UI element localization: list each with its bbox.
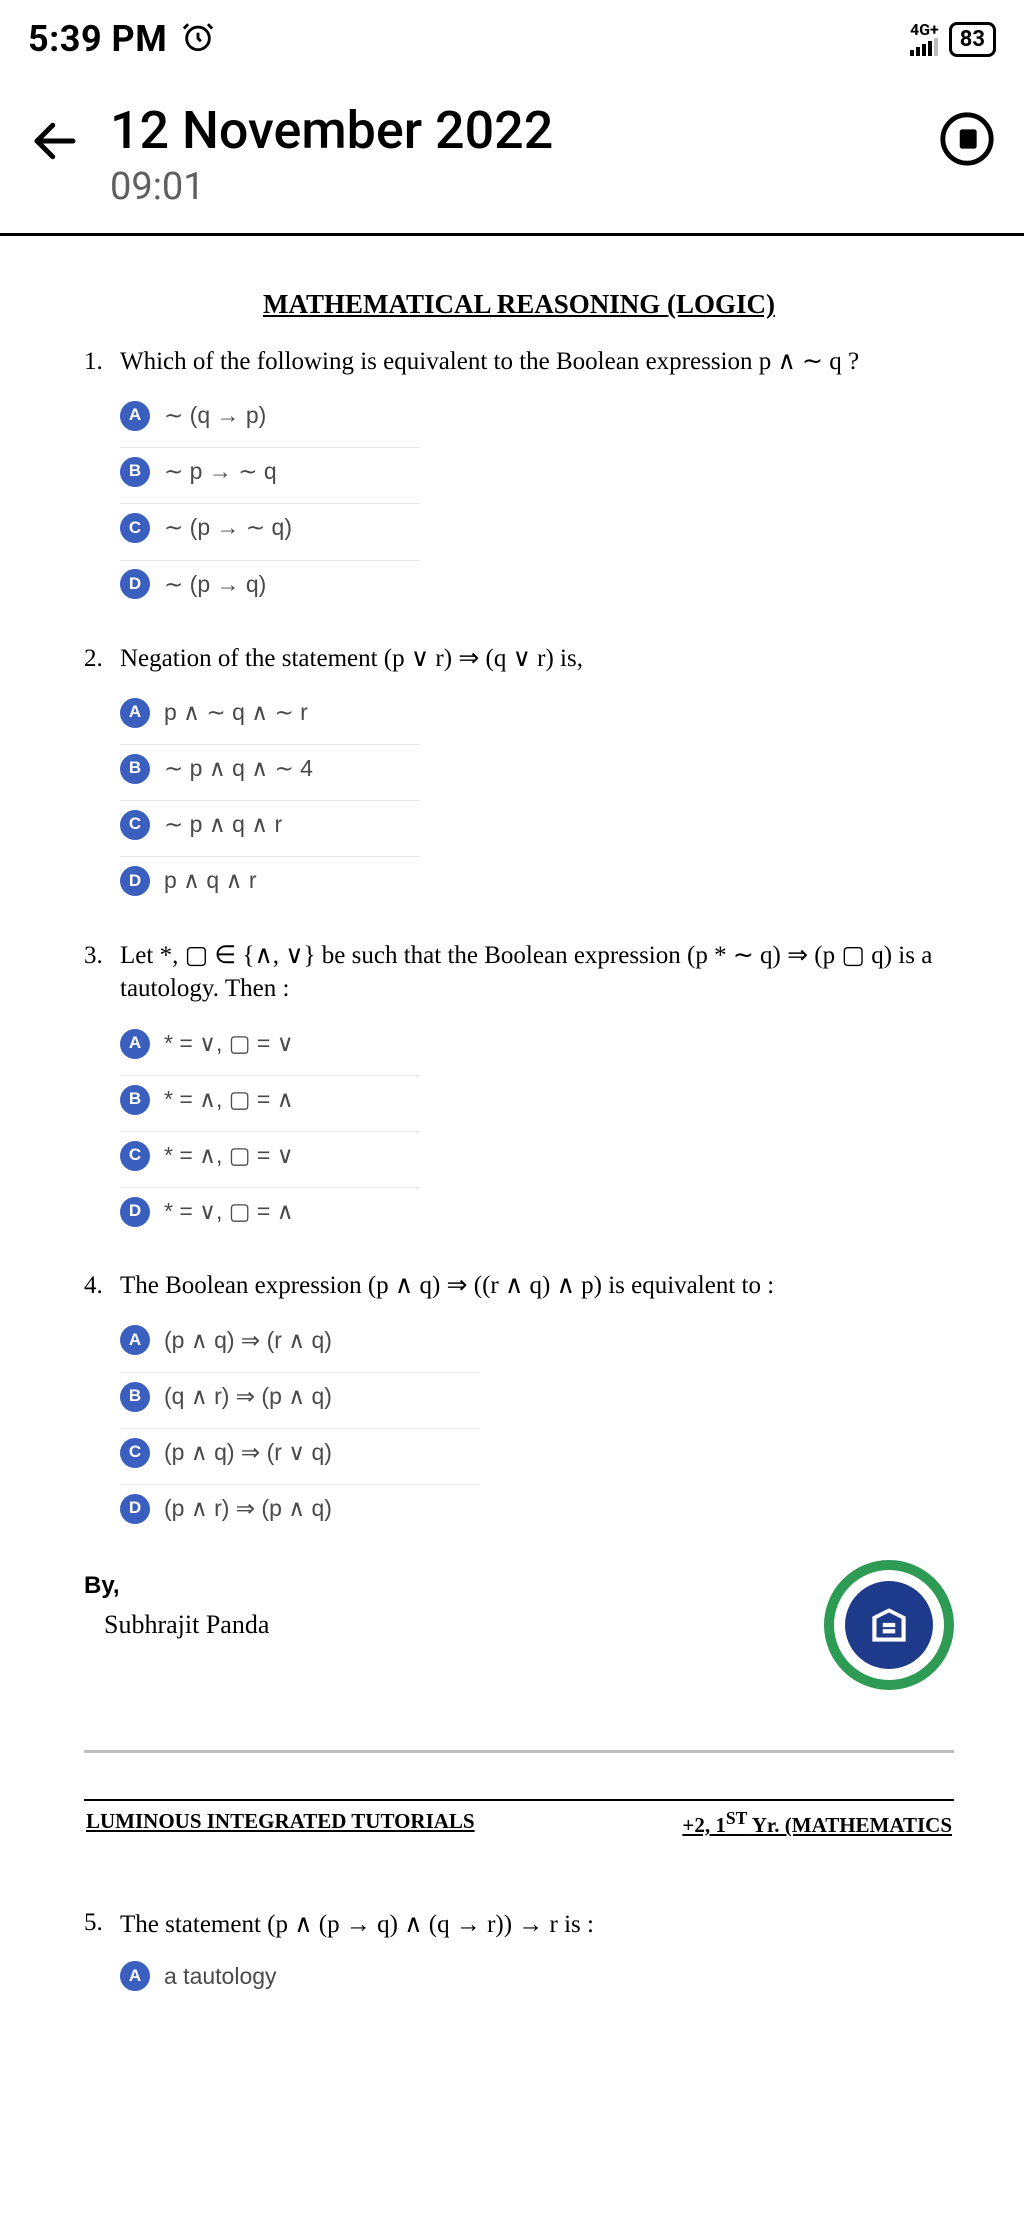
option-badge: A [120, 1029, 150, 1059]
network-indicator: 4G+ [910, 22, 939, 56]
option[interactable]: B ∼ p → ∼ q [120, 448, 420, 504]
page-subtitle: 09:01 [110, 165, 910, 209]
option-badge: B [120, 1382, 150, 1412]
option-text: (p ∧ q) ⇒ (r ∨ q) [164, 1437, 332, 1468]
alarm-icon [181, 20, 215, 58]
question-number: 2. [84, 642, 120, 676]
option[interactable]: B ∼ p ∧ q ∧ ∼ 4 [120, 745, 420, 801]
status-right: 4G+ 83 [910, 22, 996, 57]
post-footer: 5. The statement (p ∧ (p → q) ∧ (q → r))… [0, 1909, 1024, 2073]
question-number: 3. [84, 939, 120, 1007]
doc-title: MATHEMATICAL REASONING (LOGIC) [84, 286, 954, 322]
question: 5. The statement (p ∧ (p → q) ∧ (q → r))… [84, 1909, 954, 2007]
option-badge: D [120, 866, 150, 896]
option-list: A a tautology [120, 1953, 954, 2007]
option-badge: C [120, 513, 150, 543]
option[interactable]: D ∼ (p → q) [120, 561, 420, 616]
option-text: ∼ p ∧ q ∧ ∼ 4 [164, 753, 313, 784]
footer-right: +2, 1ST Yr. (MATHEMATICS [682, 1807, 952, 1839]
page-title: 12 November 2022 [110, 102, 910, 159]
option-text: p ∧ q ∧ r [164, 865, 256, 896]
footer-divider-light [84, 1750, 954, 1753]
document-body: MATHEMATICAL REASONING (LOGIC) 1. Which … [0, 236, 1024, 1869]
question-text: Negation of the statement (p ∨ r) ⇒ (q ∨… [120, 642, 954, 676]
network-label: 4G+ [910, 22, 939, 38]
status-time: 5:39 PM [28, 18, 167, 60]
question: 1. Which of the following is equivalent … [84, 345, 954, 616]
option[interactable]: C ∼ p ∧ q ∧ r [120, 801, 420, 857]
option-list: A (p ∧ q) ⇒ (r ∧ q) B (q ∧ r) ⇒ (p ∧ q) C (… [120, 1317, 480, 1540]
by-label: By, [84, 1570, 954, 1602]
option[interactable]: A ∼ (q → p) [120, 392, 420, 448]
option-text: (q ∧ r) ⇒ (p ∧ q) [164, 1381, 332, 1412]
question-number: 1. [84, 345, 120, 379]
question: 2. Negation of the statement (p ∨ r) ⇒ (… [84, 642, 954, 913]
option[interactable]: B (q ∧ r) ⇒ (p ∧ q) [120, 1373, 480, 1429]
option[interactable]: A a tautology [120, 1953, 420, 2007]
option-badge: D [120, 1197, 150, 1227]
option-text: a tautology [164, 1963, 277, 1990]
option-badge: A [120, 1961, 150, 1991]
option-text: (p ∧ q) ⇒ (r ∧ q) [164, 1325, 332, 1356]
question-text: Let *, ▢ ∈ {∧, ∨} be such that the Boole… [120, 939, 954, 1007]
option[interactable]: A (p ∧ q) ⇒ (r ∧ q) [120, 1317, 480, 1373]
question-text: Which of the following is equivalent to … [120, 345, 954, 379]
option-badge: A [120, 401, 150, 431]
option-list: Ap ∧ ∼ q ∧ ∼ r B ∼ p ∧ q ∧ ∼ 4 C ∼ p ∧ q ∧… [120, 689, 954, 912]
option[interactable]: D * = ∨, ▢ = ∧ [120, 1188, 420, 1243]
signal-icon [910, 38, 938, 56]
option-badge: D [120, 569, 150, 599]
back-icon[interactable] [28, 114, 82, 172]
option-text: * = ∧, ▢ = ∨ [164, 1140, 294, 1171]
status-left: 5:39 PM [28, 18, 215, 60]
question-text: The statement (p ∧ (p → q) ∧ (q → r)) → … [120, 1909, 954, 1939]
option-text: ∼ (p → ∼ q) [164, 512, 292, 543]
option[interactable]: C (p ∧ q) ⇒ (r ∨ q) [120, 1429, 480, 1485]
question-number: 4. [84, 1269, 120, 1303]
option-list: A * = ∨, ▢ = ∨ B * = ∧, ▢ = ∧ C * = ∧, ▢ = … [120, 1020, 954, 1243]
question-text: The Boolean expression (p ∧ q) ⇒ ((r ∧ q… [120, 1269, 954, 1303]
option-text: ∼ (q → p) [164, 400, 266, 431]
option-badge: D [120, 1494, 150, 1524]
question: 4. The Boolean expression (p ∧ q) ⇒ ((r … [84, 1269, 954, 1540]
sync-icon[interactable] [938, 110, 996, 172]
option-text: * = ∨, ▢ = ∧ [164, 1196, 294, 1227]
page-header: 12 November 2022 09:01 [0, 72, 1024, 233]
option[interactable]: C * = ∧, ▢ = ∨ [120, 1132, 420, 1188]
option-badge: B [120, 754, 150, 784]
option-badge: C [120, 810, 150, 840]
option-text: (p ∧ r) ⇒ (p ∧ q) [164, 1493, 332, 1524]
option-badge: B [120, 457, 150, 487]
option-text: p ∧ ∼ q ∧ ∼ r [164, 697, 308, 728]
option[interactable]: A * = ∨, ▢ = ∨ [120, 1020, 420, 1076]
option[interactable]: B * = ∧, ▢ = ∧ [120, 1076, 420, 1132]
option-text: ∼ p ∧ q ∧ r [164, 809, 282, 840]
institution-seal-icon [824, 1560, 954, 1690]
doc-footer: LUMINOUS INTEGRATED TUTORIALS +2, 1ST Yr… [84, 1801, 954, 1839]
option-text: ∼ (p → q) [164, 569, 266, 600]
option[interactable]: D (p ∧ r) ⇒ (p ∧ q) [120, 1485, 480, 1540]
option-text: * = ∨, ▢ = ∨ [164, 1028, 294, 1059]
option-list: A ∼ (q → p) B ∼ p → ∼ q C ∼ (p → ∼ q) D ∼ (p… [120, 392, 954, 615]
option-badge: A [120, 698, 150, 728]
option-badge: A [120, 1325, 150, 1355]
option-text: * = ∧, ▢ = ∧ [164, 1084, 294, 1115]
title-block: 12 November 2022 09:01 [110, 102, 910, 209]
question: 3. Let *, ▢ ∈ {∧, ∨} be such that the Bo… [84, 939, 954, 1244]
question-number: 5. [84, 1909, 120, 1939]
status-bar: 5:39 PM 4G+ 83 [0, 0, 1024, 72]
option-badge: C [120, 1438, 150, 1468]
option[interactable]: Ap ∧ ∼ q ∧ ∼ r [120, 689, 420, 745]
battery-indicator: 83 [949, 22, 996, 57]
option-text: ∼ p → ∼ q [164, 456, 277, 487]
option-badge: C [120, 1141, 150, 1171]
option-badge: B [120, 1085, 150, 1115]
option[interactable]: Dp ∧ q ∧ r [120, 857, 420, 912]
footer-left: LUMINOUS INTEGRATED TUTORIALS [86, 1807, 475, 1839]
option[interactable]: C ∼ (p → ∼ q) [120, 504, 420, 560]
battery-level: 83 [960, 27, 985, 52]
